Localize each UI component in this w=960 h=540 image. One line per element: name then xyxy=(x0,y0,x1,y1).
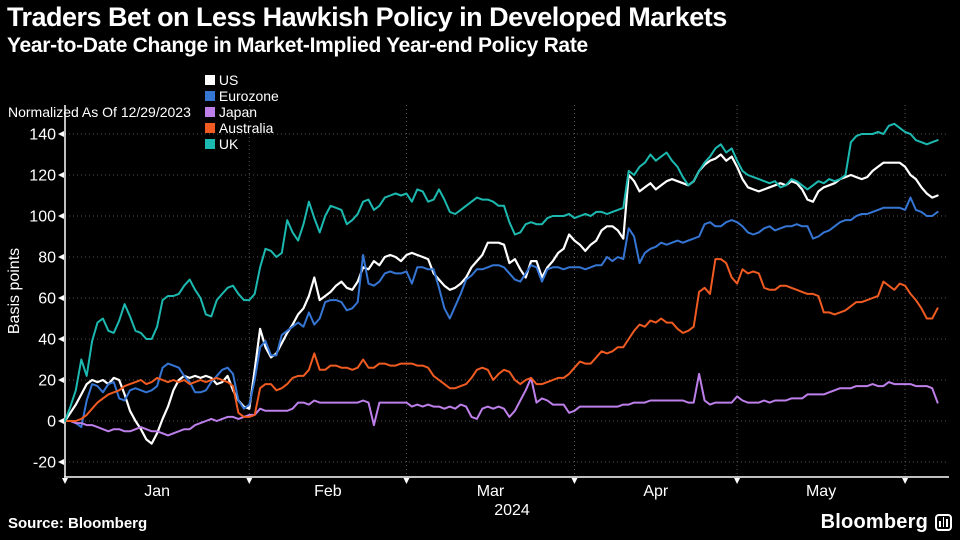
y-tick xyxy=(58,254,64,260)
legend-note: Normalized As Of 12/29/2023 xyxy=(8,104,191,120)
x-month-label: May xyxy=(806,483,836,500)
x-tick xyxy=(902,478,909,484)
legend-item-japan: Japan xyxy=(204,104,279,120)
legend-item-australia: Australia xyxy=(204,120,279,136)
legend-item-eurozone: Eurozone xyxy=(204,88,279,104)
page-subtitle: Year-to-Date Change in Market-Implied Ye… xyxy=(7,34,588,57)
legend-label-australia: Australia xyxy=(218,120,274,136)
legend: Normalized As Of 12/29/2023 US Eurozone Ja… xyxy=(8,72,294,152)
y-tick xyxy=(58,336,64,342)
y-tick-label: 120 xyxy=(29,168,56,185)
legend-swatch-australia xyxy=(204,123,215,133)
legend-label-eurozone: Eurozone xyxy=(218,88,279,104)
bloomberg-terminal-icon xyxy=(935,514,952,531)
x-year-label: 2024 xyxy=(494,502,530,519)
series-line-australia xyxy=(64,258,939,422)
legend-swatch-japan xyxy=(204,107,215,117)
legend-items: US Eurozone Japan Australia UK xyxy=(204,72,294,152)
y-tick xyxy=(58,172,64,178)
page-title: Traders Bet on Less Hawkish Policy in De… xyxy=(7,2,727,32)
bloomberg-wordmark: Bloomberg xyxy=(820,511,928,533)
legend-swatch-us xyxy=(204,75,215,85)
y-tick-label: -20 xyxy=(33,455,56,472)
y-tick xyxy=(58,459,64,465)
x-month-label: Jan xyxy=(144,483,170,500)
bloomberg-logo: Bloomberg xyxy=(821,511,952,534)
x-month-label: Mar xyxy=(477,483,505,500)
y-tick xyxy=(58,295,64,301)
legend-label-japan: Japan xyxy=(218,104,258,120)
y-tick-label: 100 xyxy=(29,209,56,226)
y-axis-title: Basis points xyxy=(6,248,23,334)
x-tick xyxy=(571,478,578,484)
y-tick-label: 140 xyxy=(29,127,56,144)
y-tick-label: 60 xyxy=(38,291,56,308)
series-line-japan xyxy=(64,372,939,437)
y-tick-label: 80 xyxy=(38,250,56,267)
legend-swatch-uk xyxy=(204,139,215,149)
x-tick xyxy=(62,478,68,484)
x-tick xyxy=(734,478,741,484)
legend-item-us: US xyxy=(204,72,279,88)
y-tick xyxy=(58,377,64,383)
y-tick xyxy=(58,418,64,424)
series-line-uk xyxy=(64,122,939,422)
y-tick xyxy=(58,213,64,219)
y-tick-label: 40 xyxy=(38,332,56,349)
series-line-eurozone xyxy=(64,196,939,429)
source-label: Source: Bloomberg xyxy=(8,515,148,532)
y-tick xyxy=(58,131,64,137)
x-month-label: Feb xyxy=(314,483,342,500)
legend-item-uk: UK xyxy=(204,136,279,152)
legend-swatch-eurozone xyxy=(204,91,215,101)
x-tick xyxy=(246,478,253,484)
legend-label-uk: UK xyxy=(218,136,239,152)
y-tick-label: 20 xyxy=(38,373,56,390)
y-tick-label: 0 xyxy=(47,414,56,431)
x-tick xyxy=(403,478,410,484)
legend-label-us: US xyxy=(218,72,239,88)
series-line-us xyxy=(63,153,939,445)
x-month-label: Apr xyxy=(643,483,669,500)
